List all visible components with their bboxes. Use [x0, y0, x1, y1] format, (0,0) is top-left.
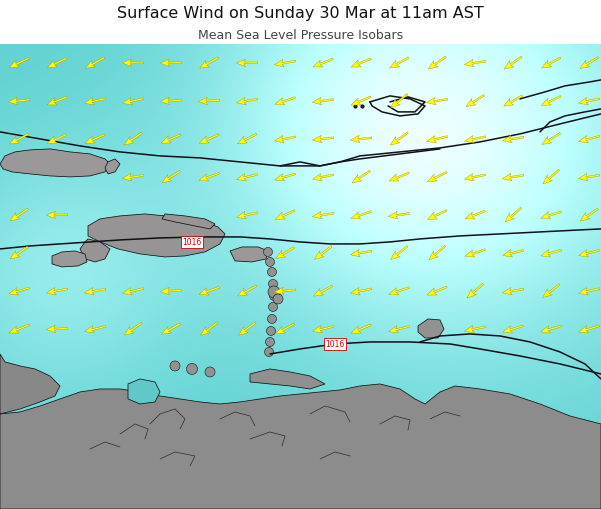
Polygon shape: [0, 384, 601, 509]
Polygon shape: [418, 319, 444, 338]
Polygon shape: [52, 251, 87, 267]
Circle shape: [269, 303, 278, 312]
Polygon shape: [162, 214, 215, 230]
Text: Mean Sea Level Pressure Isobars: Mean Sea Level Pressure Isobars: [198, 29, 403, 41]
Circle shape: [205, 367, 215, 377]
Circle shape: [263, 248, 272, 257]
Circle shape: [267, 268, 276, 277]
Circle shape: [266, 338, 275, 347]
Polygon shape: [105, 160, 120, 175]
Text: 1016: 1016: [325, 340, 344, 349]
Circle shape: [267, 315, 276, 324]
Text: 1016: 1016: [182, 238, 201, 247]
Polygon shape: [0, 354, 60, 414]
Polygon shape: [88, 214, 225, 258]
Circle shape: [264, 348, 273, 357]
Circle shape: [186, 364, 198, 375]
Circle shape: [269, 280, 278, 289]
Text: Surface Wind on Sunday 30 Mar at 11am AST: Surface Wind on Sunday 30 Mar at 11am AS…: [117, 6, 484, 21]
Circle shape: [266, 258, 275, 267]
Circle shape: [268, 287, 280, 298]
Circle shape: [273, 294, 283, 304]
Circle shape: [170, 361, 180, 371]
Circle shape: [269, 292, 278, 301]
Polygon shape: [250, 369, 325, 389]
Polygon shape: [128, 379, 160, 404]
Polygon shape: [0, 150, 110, 178]
Polygon shape: [230, 247, 268, 263]
Polygon shape: [80, 239, 110, 263]
Circle shape: [266, 327, 275, 336]
